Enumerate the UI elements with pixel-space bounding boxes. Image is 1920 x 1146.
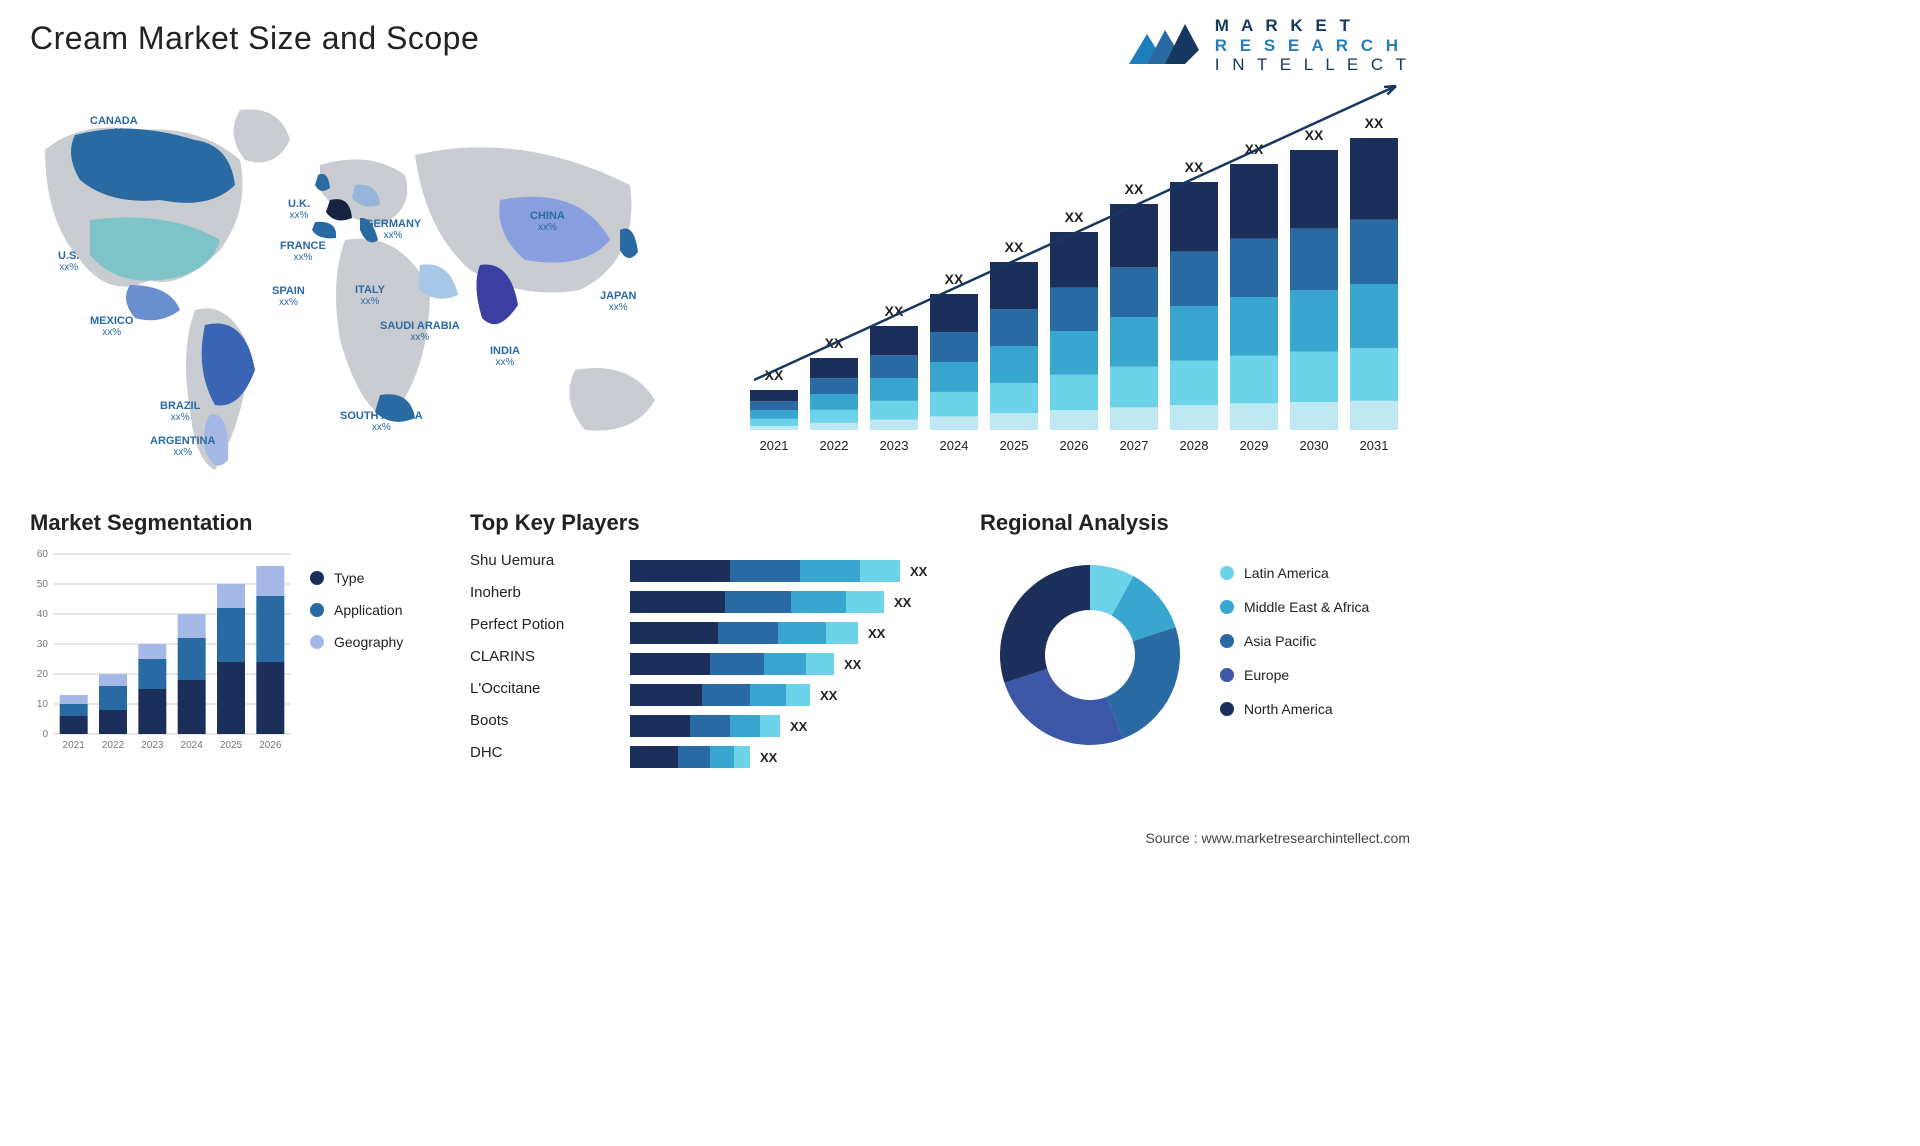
region-legend-item: Latin America bbox=[1220, 565, 1369, 581]
players-title: Top Key Players bbox=[470, 510, 960, 536]
map-label-germany: GERMANYxx% bbox=[365, 218, 421, 241]
segmentation-title: Market Segmentation bbox=[30, 510, 450, 536]
players-section: Top Key Players Shu Uemura Inoherb Perfect… bbox=[470, 510, 960, 780]
segmentation-section: Market Segmentation 0 10 20 30 40 50 60 2021 202… bbox=[30, 510, 450, 780]
player-name: Boots bbox=[470, 710, 564, 732]
map-label-japan: JAPANxx% bbox=[600, 290, 636, 313]
map-label-italy: ITALYxx% bbox=[355, 284, 385, 307]
world-map: CANADAxx% U.S.xx% MEXICOxx% BRAZILxx% ARGENT… bbox=[20, 90, 710, 490]
svg-text:10: 10 bbox=[37, 699, 49, 710]
map-label-saudi: SAUDI ARABIAxx% bbox=[380, 320, 460, 343]
region-legend-item: Middle East & Africa bbox=[1220, 599, 1369, 615]
svg-text:2030: 2030 bbox=[1300, 438, 1329, 453]
svg-text:2025: 2025 bbox=[220, 740, 243, 751]
svg-text:0: 0 bbox=[42, 729, 48, 740]
svg-text:XX: XX bbox=[1305, 127, 1324, 143]
svg-text:XX: XX bbox=[1365, 115, 1384, 131]
map-label-southafrica: SOUTH AFRICAxx% bbox=[340, 410, 423, 433]
regional-title: Regional Analysis bbox=[980, 510, 1410, 536]
players-name-list: Shu Uemura Inoherb Perfect Potion CLARINS L'… bbox=[470, 550, 564, 764]
map-label-india: INDIAxx% bbox=[490, 345, 520, 368]
svg-text:2022: 2022 bbox=[102, 740, 125, 751]
svg-text:2026: 2026 bbox=[1060, 438, 1089, 453]
svg-text:XX: XX bbox=[1005, 239, 1024, 255]
svg-text:2023: 2023 bbox=[141, 740, 164, 751]
player-bar: XX bbox=[630, 715, 950, 737]
player-name: Inoherb bbox=[470, 582, 564, 604]
svg-text:2028: 2028 bbox=[1180, 438, 1209, 453]
regional-donut bbox=[980, 555, 1200, 755]
svg-text:XX: XX bbox=[1065, 209, 1084, 225]
main-growth-chart: XXXXXXXXXXXXXXXXXXXXXX 20212022202320242… bbox=[740, 100, 1410, 470]
player-name: L'Occitane bbox=[470, 678, 564, 700]
svg-text:50: 50 bbox=[37, 579, 49, 590]
svg-text:XX: XX bbox=[1185, 159, 1204, 175]
region-legend-item: Europe bbox=[1220, 667, 1369, 683]
svg-text:2026: 2026 bbox=[259, 740, 282, 751]
map-label-spain: SPAINxx% bbox=[272, 285, 305, 308]
seg-legend-type: Type bbox=[310, 570, 403, 586]
regional-section: Regional Analysis Latin America Middle Ea… bbox=[980, 510, 1410, 780]
player-name: Shu Uemura bbox=[470, 550, 564, 572]
svg-text:2025: 2025 bbox=[1000, 438, 1029, 453]
player-bar: XX bbox=[630, 560, 950, 582]
svg-text:2024: 2024 bbox=[181, 740, 204, 751]
player-bar: XX bbox=[630, 622, 950, 644]
svg-text:2022: 2022 bbox=[820, 438, 849, 453]
players-bars: XX XX XX XX XX XX XX bbox=[630, 560, 950, 768]
region-legend-item: Asia Pacific bbox=[1220, 633, 1369, 649]
brand-logo: M A R K E T R E S E A R C H I N T E L L … bbox=[1127, 16, 1410, 75]
main-growth-chart-svg: XXXXXXXXXXXXXXXXXXXXXX 20212022202320242… bbox=[740, 100, 1410, 470]
map-label-france: FRANCExx% bbox=[280, 240, 326, 263]
seg-legend-geography: Geography bbox=[310, 634, 403, 650]
seg-legend-application: Application bbox=[310, 602, 403, 618]
map-label-china: CHINAxx% bbox=[530, 210, 565, 233]
player-name: CLARINS bbox=[470, 646, 564, 668]
svg-text:2024: 2024 bbox=[940, 438, 969, 453]
svg-text:2023: 2023 bbox=[880, 438, 909, 453]
svg-text:2027: 2027 bbox=[1120, 438, 1149, 453]
regional-legend: Latin America Middle East & Africa Asia Pa… bbox=[1220, 565, 1369, 717]
player-bar: XX bbox=[630, 684, 950, 706]
player-bar: XX bbox=[630, 653, 950, 675]
map-label-us: U.S.xx% bbox=[58, 250, 79, 273]
svg-text:40: 40 bbox=[37, 609, 49, 620]
svg-text:20: 20 bbox=[37, 669, 49, 680]
segmentation-chart: 0 10 20 30 40 50 60 2021 2022 2023 2024 2025 2026 bbox=[30, 550, 290, 770]
player-bar: XX bbox=[630, 746, 950, 768]
svg-text:XX: XX bbox=[1125, 181, 1144, 197]
map-label-argentina: ARGENTINAxx% bbox=[150, 435, 215, 458]
svg-text:30: 30 bbox=[37, 639, 49, 650]
region-legend-item: North America bbox=[1220, 701, 1369, 717]
map-label-uk: U.K.xx% bbox=[288, 198, 310, 221]
logo-mark-icon bbox=[1127, 20, 1201, 70]
svg-text:2021: 2021 bbox=[63, 740, 86, 751]
player-name: Perfect Potion bbox=[470, 614, 564, 636]
svg-text:2021: 2021 bbox=[760, 438, 789, 453]
svg-text:2031: 2031 bbox=[1360, 438, 1389, 453]
map-label-brazil: BRAZILxx% bbox=[160, 400, 200, 423]
player-name: DHC bbox=[470, 742, 564, 764]
segmentation-legend: Type Application Geography bbox=[310, 570, 403, 650]
source-text: Source : www.marketresearchintellect.com bbox=[1145, 830, 1410, 846]
map-label-mexico: MEXICOxx% bbox=[90, 315, 133, 338]
page-title: Cream Market Size and Scope bbox=[30, 20, 479, 57]
player-bar: XX bbox=[630, 591, 950, 613]
svg-text:2029: 2029 bbox=[1240, 438, 1269, 453]
logo-text: M A R K E T R E S E A R C H I N T E L L … bbox=[1215, 16, 1410, 75]
map-label-canada: CANADAxx% bbox=[90, 115, 138, 138]
svg-text:60: 60 bbox=[37, 550, 49, 560]
